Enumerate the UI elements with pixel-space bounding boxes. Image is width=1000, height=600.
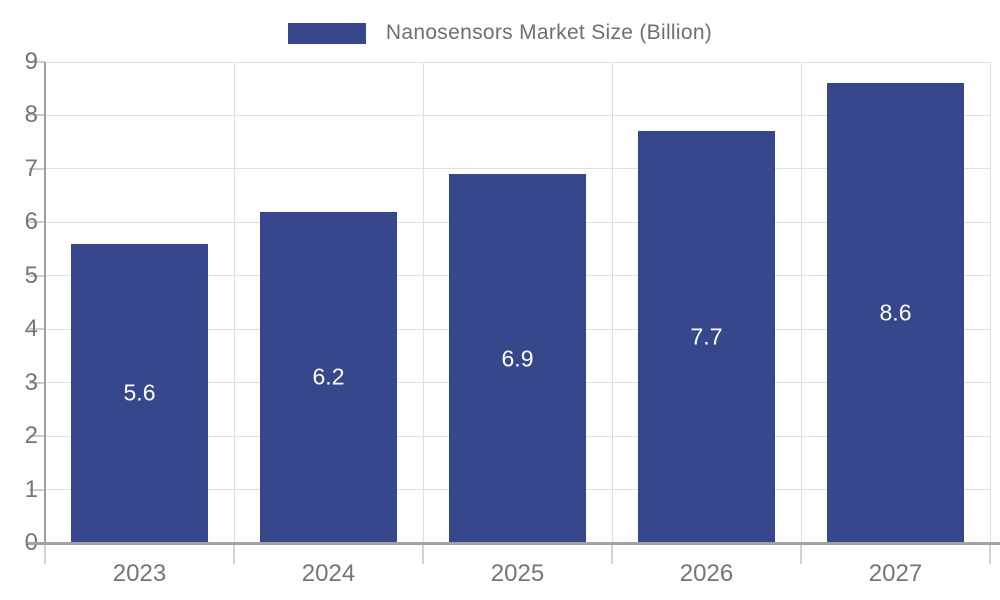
v-gridline	[422, 62, 424, 543]
y-axis-tick	[29, 435, 45, 438]
x-axis-tick	[422, 543, 424, 564]
y-axis-line	[44, 62, 46, 544]
v-gridline	[800, 62, 802, 543]
y-axis-tick	[29, 61, 45, 63]
y-tick-label: 4	[24, 315, 38, 343]
y-tick-label: 9	[24, 48, 38, 75]
y-axis-tick	[29, 114, 45, 117]
x-axis-line	[28, 542, 1000, 545]
y-tick-label: 5	[24, 261, 38, 289]
y-axis-tick	[29, 221, 45, 224]
y-axis-tick	[29, 381, 45, 384]
bar	[71, 243, 208, 543]
bar	[827, 83, 964, 543]
bar-value-label: 8.6	[879, 299, 912, 326]
bar	[449, 174, 586, 543]
y-axis-tick	[29, 328, 45, 331]
h-gridline	[45, 61, 990, 63]
y-tick-label: 2	[24, 422, 38, 450]
h-gridline	[45, 168, 990, 170]
v-gridline	[611, 62, 613, 543]
y-tick-label: 3	[24, 368, 38, 396]
v-gridline	[233, 62, 235, 543]
y-tick-label: 7	[24, 154, 38, 182]
legend-swatch	[287, 22, 366, 44]
x-axis-tick	[989, 543, 991, 564]
bar-value-label: 5.6	[123, 379, 156, 406]
x-tick-label: 2024	[301, 560, 356, 587]
x-tick-label: 2023	[112, 560, 167, 587]
x-axis-tick	[800, 543, 802, 564]
x-tick-label: 2025	[490, 560, 545, 587]
x-tick-label: 2027	[868, 560, 923, 587]
bar-value-label: 7.7	[690, 323, 723, 350]
y-axis-tick	[29, 274, 45, 277]
h-gridline	[45, 114, 990, 116]
legend: Nanosensors Market Size (Billion)	[0, 18, 1000, 48]
y-axis-tick	[29, 167, 45, 170]
legend-label: Nanosensors Market Size (Billion)	[385, 21, 713, 44]
bar-value-label: 6.9	[501, 345, 534, 372]
bar	[260, 211, 397, 543]
v-gridline	[989, 62, 991, 543]
bar-value-label: 6.2	[312, 363, 345, 390]
bar	[638, 131, 775, 543]
y-tick-label: 8	[24, 101, 38, 129]
x-axis-tick	[44, 543, 46, 564]
x-tick-label: 2026	[679, 560, 734, 587]
y-tick-label: 1	[24, 475, 38, 503]
x-axis-tick	[233, 543, 235, 564]
y-axis-tick	[29, 488, 45, 491]
y-tick-label: 6	[24, 208, 38, 236]
x-axis-tick	[611, 543, 613, 564]
